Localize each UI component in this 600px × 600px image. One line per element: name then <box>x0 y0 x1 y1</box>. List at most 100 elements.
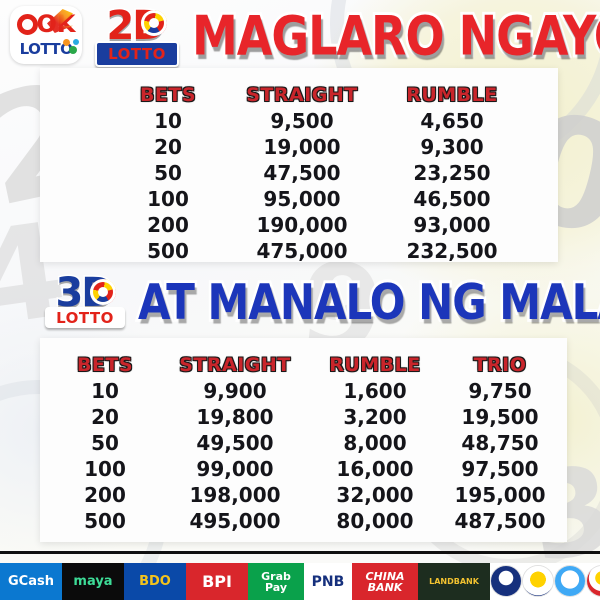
table-row: 500 495,000 80,000 487,500 <box>50 508 560 534</box>
cell-bet: 10 <box>154 109 182 133</box>
payment-logo-bdo[interactable]: BDO <box>124 563 186 600</box>
column-header-straight: STRAIGHT <box>177 352 292 378</box>
chinabank-line-1: CHINA <box>365 569 405 583</box>
payout-card-2d <box>40 68 558 262</box>
payment-logo-maya[interactable]: maya <box>62 563 124 600</box>
cell-bet: 500 <box>84 509 126 533</box>
column-header-rumble: RUMBLE <box>327 352 422 378</box>
cell-straight: 19,800 <box>196 405 274 429</box>
cell-rumble: 4,650 <box>420 109 484 133</box>
cell-rumble: 1,600 <box>343 379 407 403</box>
letter-o-icon <box>16 13 38 35</box>
payout-table-2d: BETS STRAIGHT RUMBLE 10 9,500 4,650 20 1… <box>118 82 518 264</box>
cell-bet: 20 <box>154 135 182 159</box>
ok-lotto-wordmark: LOTTO <box>10 37 82 61</box>
cell-bet: 500 <box>147 239 189 263</box>
game-3d-lotto-banner: LOTTO <box>45 307 125 328</box>
lotto-ball-icon <box>63 39 70 46</box>
table-row: 20 19,800 3,200 19,500 <box>50 404 560 430</box>
game-2d-lotto-banner: LOTTO <box>95 41 179 67</box>
cell-rumble: 3,200 <box>343 405 407 429</box>
cell-straight: 198,000 <box>189 483 281 507</box>
cell-trio: 97,500 <box>461 457 539 481</box>
cell-trio: 487,500 <box>454 509 546 533</box>
cell-rumble: 8,000 <box>343 431 407 455</box>
cell-bet: 20 <box>91 405 119 429</box>
cell-straight: 47,500 <box>263 161 341 185</box>
cell-straight: 495,000 <box>189 509 281 533</box>
bank-seal-icon[interactable] <box>523 566 553 596</box>
bank-seal-icon[interactable] <box>587 566 600 596</box>
cell-rumble: 232,500 <box>406 239 498 263</box>
cell-straight: 190,000 <box>256 213 348 237</box>
pcso-ball-icon <box>141 10 167 36</box>
payout-table-3d: BETS STRAIGHT RUMBLE TRIO 10 9,900 1,600… <box>50 352 560 534</box>
table-row: 50 47,500 23,250 <box>118 160 518 186</box>
ok-lotto-label: LOTTO <box>19 40 73 58</box>
cell-rumble: 80,000 <box>336 509 414 533</box>
cell-rumble: 93,000 <box>413 213 491 237</box>
cell-bet: 100 <box>84 457 126 481</box>
cell-bet: 200 <box>84 483 126 507</box>
payment-methods-bar: GCash maya BDO BPI Grab Pay PNB CHINA BA… <box>0 563 600 600</box>
table-row: 100 99,000 16,000 97,500 <box>50 456 560 482</box>
column-header-straight: STRAIGHT <box>244 82 359 108</box>
header-banner: OK LOTTO 2D LOTTO MAGLARO NGAYON <box>0 0 600 68</box>
cell-bet: 200 <box>147 213 189 237</box>
chinabank-line-2: BANK <box>367 580 403 594</box>
cell-straight: 95,000 <box>263 187 341 211</box>
column-header-rumble: RUMBLE <box>404 82 499 108</box>
cell-bet: 10 <box>91 379 119 403</box>
cell-bet: 100 <box>147 187 189 211</box>
table-row: 50 49,500 8,000 48,750 <box>50 430 560 456</box>
payment-logo-grabpay[interactable]: Grab Pay <box>248 563 304 600</box>
cell-straight: 9,900 <box>203 379 267 403</box>
cell-straight: 19,000 <box>263 135 341 159</box>
game-2d-logo: 2D LOTTO <box>89 3 181 67</box>
payment-logo-gcash[interactable]: GCash <box>0 563 62 600</box>
column-header-bets: BETS <box>75 352 135 378</box>
table-header-row: BETS STRAIGHT RUMBLE TRIO <box>50 352 560 378</box>
table-row: 100 95,000 46,500 <box>118 186 518 212</box>
grabpay-line-1: Grab <box>261 569 291 583</box>
cell-straight: 475,000 <box>256 239 348 263</box>
game-2d-lotto-label: LOTTO <box>108 45 166 63</box>
pcso-ball-icon <box>90 279 116 305</box>
bank-seal-icon[interactable] <box>491 566 521 596</box>
game-3d-logo: 3D LOTTO <box>40 271 128 331</box>
table-row: 200 190,000 93,000 <box>118 212 518 238</box>
payout-card-3d <box>40 338 567 542</box>
cell-straight: 99,000 <box>196 457 274 481</box>
table-row: 200 198,000 32,000 195,000 <box>50 482 560 508</box>
cell-straight: 49,500 <box>196 431 274 455</box>
payment-logo-landbank[interactable]: LANDBANK <box>418 563 490 600</box>
cell-bet: 50 <box>91 431 119 455</box>
cell-trio: 19,500 <box>461 405 539 429</box>
headline-maglaro-ngayon: MAGLARO NGAYON <box>189 3 600 68</box>
grabpay-line-2: Pay <box>264 580 287 594</box>
cell-rumble: 32,000 <box>336 483 414 507</box>
cell-rumble: 9,300 <box>420 135 484 159</box>
lotto-ball-icon <box>69 46 77 54</box>
cell-rumble: 46,500 <box>413 187 491 211</box>
payment-logo-pnb[interactable]: PNB <box>304 563 352 600</box>
payment-logo-chinabank[interactable]: CHINA BANK <box>352 563 418 600</box>
bank-seal-icon[interactable] <box>555 566 585 596</box>
table-header-row: BETS STRAIGHT RUMBLE <box>118 82 518 108</box>
table-row: 10 9,500 4,650 <box>118 108 518 134</box>
cell-trio: 9,750 <box>468 379 532 403</box>
payment-logo-bpi[interactable]: BPI <box>186 563 248 600</box>
column-header-trio: TRIO <box>472 352 528 378</box>
cell-bet: 50 <box>154 161 182 185</box>
cell-straight: 9,500 <box>270 109 334 133</box>
column-header-bets: BETS <box>138 82 198 108</box>
table-row: 20 19,000 9,300 <box>118 134 518 160</box>
ok-lotto-logo: OK LOTTO <box>10 6 82 64</box>
headline-at-manalo-ng-malaki: AT MANALO NG MALAKI! <box>135 273 600 332</box>
subheader-banner: 3D LOTTO AT MANALO NG MALAKI! <box>0 268 600 334</box>
cell-rumble: 16,000 <box>336 457 414 481</box>
cell-trio: 195,000 <box>454 483 546 507</box>
footer-divider <box>0 551 600 554</box>
cell-trio: 48,750 <box>461 431 539 455</box>
